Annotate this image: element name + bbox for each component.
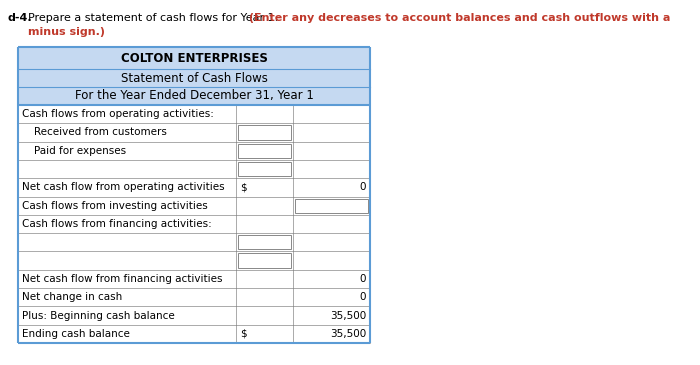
Text: (Enter any decreases to account balances and cash outflows with a: (Enter any decreases to account balances… xyxy=(28,13,671,23)
Text: For the Year Ended December 31, Year 1: For the Year Ended December 31, Year 1 xyxy=(75,89,314,103)
Bar xyxy=(18,123,370,142)
Text: 35,500: 35,500 xyxy=(330,311,366,320)
Bar xyxy=(18,160,370,178)
Bar xyxy=(18,306,370,325)
Text: Prepare a statement of cash flows for Year 1.: Prepare a statement of cash flows for Ye… xyxy=(28,13,281,23)
Text: COLTON ENTERPRISES: COLTON ENTERPRISES xyxy=(120,51,267,65)
Bar xyxy=(238,162,290,176)
Bar xyxy=(18,87,370,105)
Text: Received from customers: Received from customers xyxy=(34,127,167,138)
Bar xyxy=(295,199,368,213)
Text: Statement of Cash Flows: Statement of Cash Flows xyxy=(120,72,267,85)
Bar xyxy=(18,325,370,343)
Bar xyxy=(18,142,370,160)
Bar xyxy=(18,233,370,251)
Text: Net change in cash: Net change in cash xyxy=(22,292,122,302)
Text: Cash flows from operating activities:: Cash flows from operating activities: xyxy=(22,109,214,119)
Text: 35,500: 35,500 xyxy=(330,329,366,339)
Bar xyxy=(238,253,290,268)
Text: Paid for expenses: Paid for expenses xyxy=(34,146,126,156)
Bar xyxy=(238,235,290,249)
Text: 0: 0 xyxy=(360,182,366,192)
Bar xyxy=(18,69,370,87)
Text: d-4.: d-4. xyxy=(8,13,33,23)
Bar xyxy=(18,215,370,233)
Text: Net cash flow from operating activities: Net cash flow from operating activities xyxy=(22,182,225,192)
Bar xyxy=(18,105,370,123)
Bar xyxy=(238,125,290,140)
Bar xyxy=(18,270,370,288)
Bar xyxy=(18,251,370,270)
Text: Ending cash balance: Ending cash balance xyxy=(22,329,130,339)
Bar xyxy=(18,178,370,196)
Text: Cash flows from financing activities:: Cash flows from financing activities: xyxy=(22,219,211,229)
Text: 0: 0 xyxy=(360,274,366,284)
Bar xyxy=(18,288,370,306)
Bar xyxy=(238,143,290,158)
Text: 0: 0 xyxy=(360,292,366,302)
Text: Net cash flow from financing activities: Net cash flow from financing activities xyxy=(22,274,223,284)
Text: Cash flows from investing activities: Cash flows from investing activities xyxy=(22,201,208,211)
Text: $: $ xyxy=(240,329,247,339)
Bar xyxy=(18,196,370,215)
Text: Plus: Beginning cash balance: Plus: Beginning cash balance xyxy=(22,311,175,320)
Bar xyxy=(18,47,370,69)
Text: minus sign.): minus sign.) xyxy=(28,27,105,37)
Text: $: $ xyxy=(240,182,247,192)
